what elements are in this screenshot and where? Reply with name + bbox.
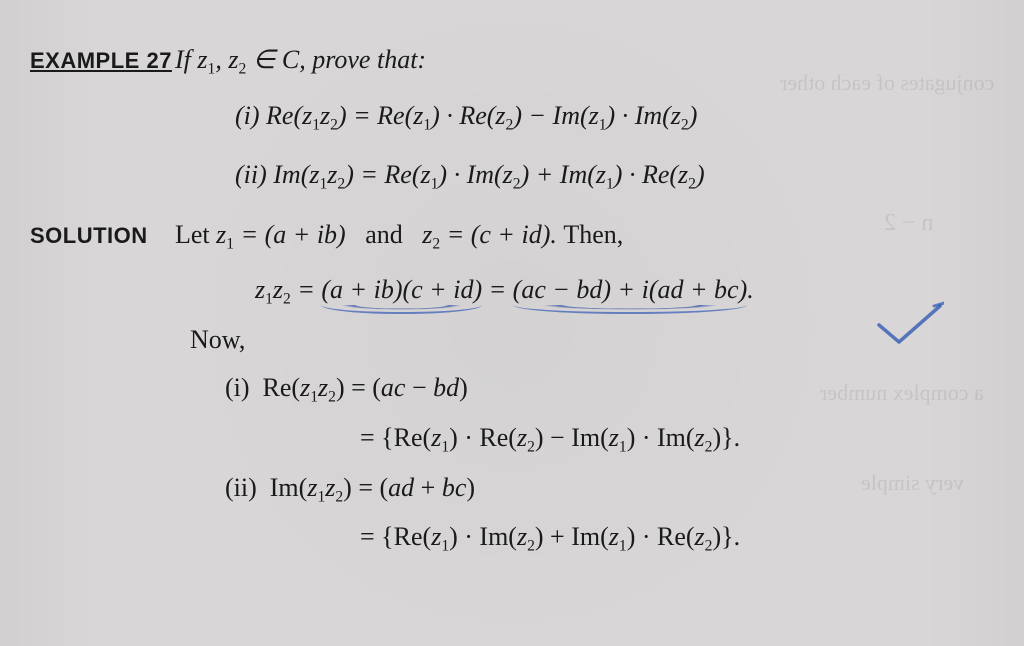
let-post: Then, xyxy=(563,220,623,249)
sol-i-line1: Re(z1z2) = (ac − bd) xyxy=(263,373,468,402)
item-roman: (i) xyxy=(225,373,250,402)
solution-label: SOLUTION xyxy=(30,223,175,249)
let-math2: z2 = (c + id). xyxy=(422,220,563,249)
item-roman: (i) xyxy=(235,101,260,130)
prod-lhs: z1z2 = xyxy=(255,275,321,304)
now-text: Now, xyxy=(190,320,994,360)
item-math: Re(z1z2) = Re(z1) · Re(z2) − Im(z1) · Im… xyxy=(266,101,697,130)
problem-item-ii: (ii) Im(z1z2) = Re(z1) · Im(z2) + Im(z1)… xyxy=(235,155,994,197)
sol-item-i: (i) Re(z1z2) = (ac − bd) xyxy=(225,368,994,410)
item-math: Im(z1z2) = Re(z1) · Im(z2) + Im(z1) · Re… xyxy=(273,160,704,189)
lead-pre: If xyxy=(175,45,197,74)
page: conjugates of each other a complex numbe… xyxy=(0,0,1024,646)
lead-math: z1, z2 ∈ C xyxy=(197,45,299,74)
lead-post: , prove that: xyxy=(299,45,426,74)
solution-row: SOLUTION Let z1 = (a + ib) and z2 = (c +… xyxy=(30,215,994,257)
product-line: z1z2 = (a + ib)(c + id) = (ac − bd) + i(… xyxy=(255,270,994,312)
example-row: EXAMPLE 27 If z1, z2 ∈ C, prove that: xyxy=(30,40,994,82)
problem-lead: If z1, z2 ∈ C, prove that: xyxy=(175,40,426,82)
sol-ii-line2: = {Re(z1) · Im(z2) + Im(z1) · Re(z2)}. xyxy=(360,517,994,559)
prod-underline-1: (a + ib)(c + id) xyxy=(321,270,482,311)
item-roman: (ii) xyxy=(235,160,267,189)
sol-ii-line1: Im(z1z2) = (ad + bc) xyxy=(270,473,475,502)
sol-i-line2: = {Re(z1) · Re(z2) − Im(z1) · Im(z2)}. xyxy=(360,418,994,460)
prod-eq: = xyxy=(482,275,513,304)
let-math: z1 = (a + ib) xyxy=(216,220,346,249)
sol-item-ii: (ii) Im(z1z2) = (ad + bc) xyxy=(225,468,994,510)
example-label: EXAMPLE 27 xyxy=(30,48,175,74)
let-pre: Let xyxy=(175,220,216,249)
item-roman: (ii) xyxy=(225,473,257,502)
solution-let: Let z1 = (a + ib) and z2 = (c + id). The… xyxy=(175,215,623,257)
prod-tail: . xyxy=(747,275,754,304)
prod-underline-2: (ac − bd) + i(ad + bc) xyxy=(513,270,748,311)
problem-item-i: (i) Re(z1z2) = Re(z1) · Re(z2) − Im(z1) … xyxy=(235,96,994,138)
